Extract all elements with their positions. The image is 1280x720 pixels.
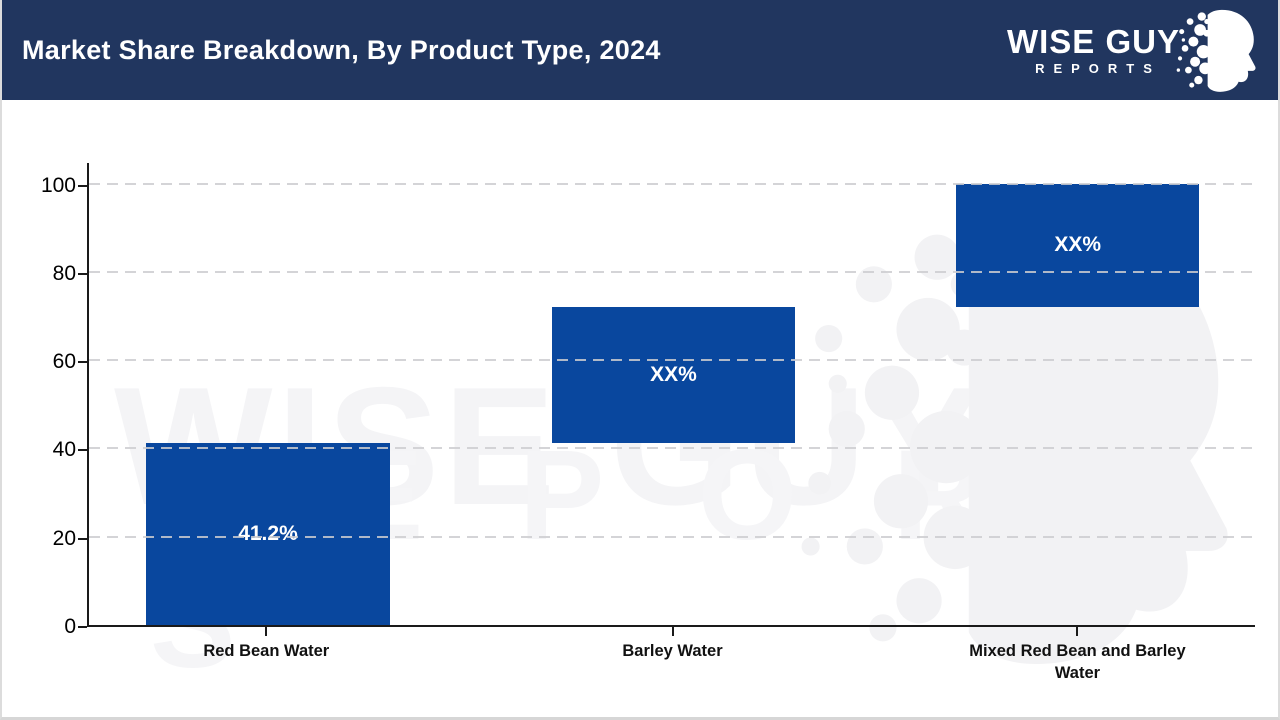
gridline-y-100	[89, 182, 1255, 185]
wise-guy-reports-logo: WISE GUY REPORTS	[1007, 8, 1262, 92]
chart-area: WISE GUY R E P O R T S 41.2%XX%XX% 02040…	[2, 100, 1278, 717]
plot-frame: 41.2% XX% XX%	[87, 163, 1255, 627]
bar-2: XX%	[551, 307, 796, 444]
gridline-y-80	[89, 270, 1255, 273]
bar-1: 41.2%	[146, 443, 390, 625]
y-tick-label-60: 60	[52, 350, 76, 374]
category-label-2: Barley Water	[622, 642, 723, 660]
gridline-y-20	[89, 535, 1255, 538]
y-tick-label-80: 80	[52, 261, 76, 285]
y-tick-60	[78, 361, 87, 364]
category-label-1: Red Bean Water	[203, 642, 330, 660]
logo-text: WISE GUY REPORTS	[1007, 25, 1180, 75]
y-tick-label-20: 20	[52, 526, 76, 550]
bar-value-label: 41.2%	[238, 522, 298, 546]
y-tick-20	[78, 537, 87, 540]
y-tick-label-0: 0	[64, 615, 76, 638]
y-tick-label-40: 40	[52, 438, 76, 462]
dotted-face-icon	[1176, 9, 1256, 92]
gridline-y-40	[89, 447, 1255, 450]
bar-3: XX%	[956, 183, 1200, 308]
x-tick-3	[1076, 627, 1079, 636]
bar-value-label: XX%	[1054, 233, 1102, 257]
y-tick-80	[78, 272, 87, 275]
category-label-3: Mixed Red Bean and Barley Water	[969, 642, 1186, 683]
gridline-y-60	[89, 359, 1255, 362]
x-tick-1	[265, 627, 268, 636]
logo-subtitle: REPORTS	[1035, 61, 1161, 76]
y-tick-0	[78, 626, 87, 628]
y-tick-100	[78, 184, 87, 187]
y-tick-40	[78, 449, 87, 452]
y-tick-label-100: 100	[40, 173, 76, 197]
x-tick-2	[671, 627, 674, 636]
logo-wordmark: WISE GUY	[1006, 23, 1180, 60]
header-banner: Market Share Breakdown, By Product Type,…	[2, 0, 1278, 100]
page-title: Market Share Breakdown, By Product Type,…	[22, 34, 661, 65]
bar-value-label: XX%	[650, 363, 697, 387]
